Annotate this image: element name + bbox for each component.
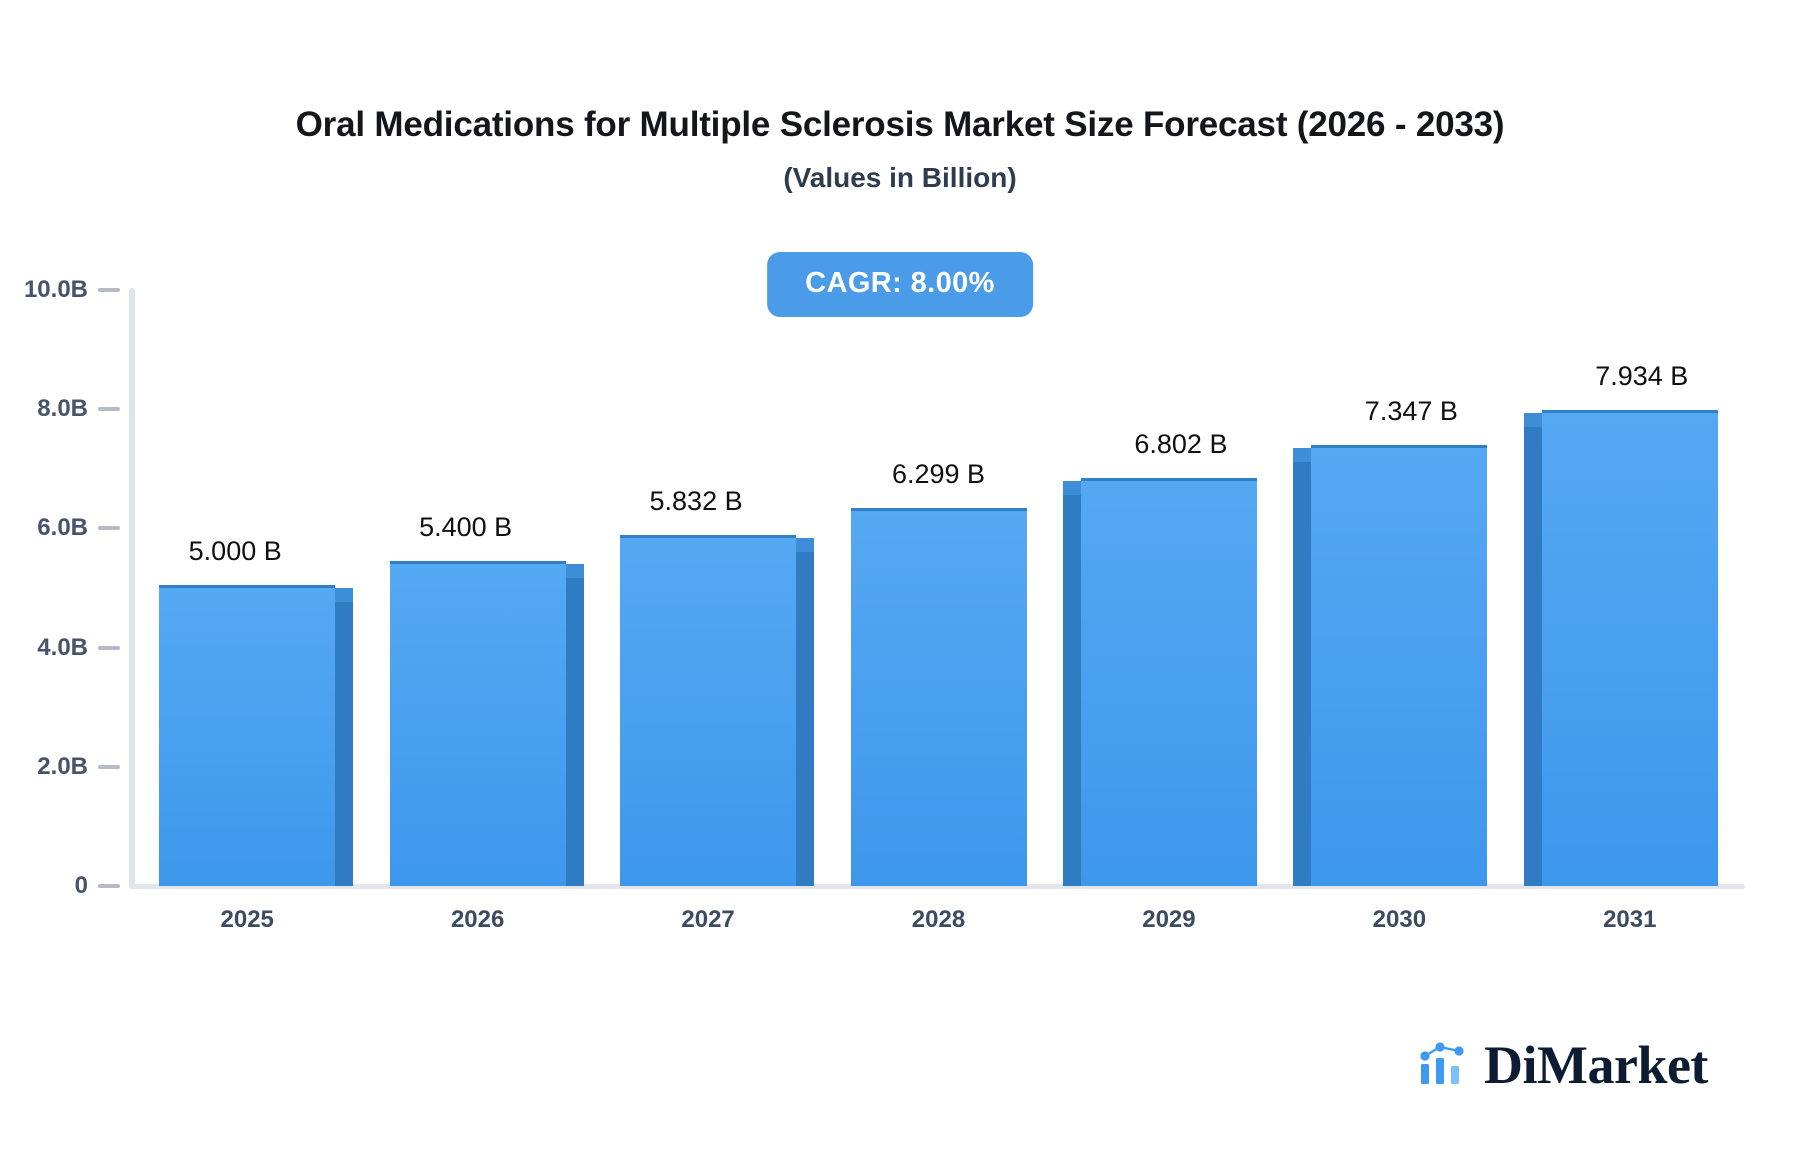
bar[interactable] [159,585,354,886]
bar[interactable] [620,535,815,886]
x-axis-tick-label: 2027 [681,906,735,933]
bar-value-label: 5.832 B [649,486,743,517]
bar-top-face [796,538,815,553]
x-axis-tick-label: 2028 [911,906,966,933]
bar[interactable] [1523,410,1718,886]
bar-top-face [1523,413,1542,428]
bar-front-face [620,535,797,886]
y-axis-tick-mark [98,526,120,531]
x-axis-tick-label: 2030 [1372,906,1427,933]
bar-side-face [1293,455,1312,886]
bar-value-label: 5.400 B [419,512,513,543]
bar-front-face [1311,445,1488,886]
bar-chart-icon [1418,1036,1470,1093]
y-axis-tick-mark [98,407,120,412]
bar-top-face [1293,448,1312,463]
bar[interactable] [1293,445,1488,886]
bar[interactable] [389,561,584,886]
y-axis-tick-mark [98,288,120,292]
bar-side-face [1062,487,1081,886]
chart-subtitle: (Values in Billion) [783,162,1017,194]
bar-value-label: 7.934 B [1595,361,1689,392]
bar-side-face [796,545,815,886]
dimarket-logo: DiMarket [1418,1036,1708,1093]
x-axis-tick-label: 2031 [1603,906,1657,933]
bar-front-face [159,585,336,886]
y-axis-tick-mark [98,884,120,888]
chart-header: Oral Medications for Multiple Sclerosis … [0,0,1800,194]
bar-front-face [1541,410,1718,886]
y-axis-tick-label: 10.0B [23,276,88,303]
chart-title: Oral Medications for Multiple Sclerosis … [295,105,1505,144]
bar-front-face [1080,477,1257,886]
bar[interactable] [850,507,1027,886]
y-axis-tick-label: 0 [74,872,88,899]
bar[interactable] [1062,477,1257,886]
y-axis-tick-mark [98,645,120,650]
y-axis-line [129,288,135,888]
x-axis-line [129,884,1745,889]
bar-value-label: 5.000 B [188,536,282,566]
y-axis-tick-label: 8.0B [37,395,88,423]
logo-text: DiMarket [1484,1034,1708,1095]
bar-value-label: 6.802 B [1134,428,1228,459]
bar-value-label: 7.347 B [1364,396,1458,427]
bar-side-face [565,571,584,886]
cagr-badge: CAGR: 8.00% [767,252,1033,317]
bar-front-face [850,507,1027,886]
y-axis-tick-label: 4.0B [37,633,88,661]
bar-value-label: 6.299 B [891,458,986,489]
bar-front-face [389,561,566,886]
bar-top-face [565,564,584,579]
y-axis-tick-label: 2.0B [37,752,88,780]
bar-side-face [1523,420,1542,886]
bar-top-face [335,588,354,602]
x-axis-tick-label: 2029 [1142,906,1196,933]
y-axis-tick-label: 6.0B [37,514,88,542]
x-axis-tick-label: 2026 [450,906,505,933]
y-axis-tick-mark [98,764,120,769]
bar-side-face [335,595,354,886]
bar-top-face [1062,480,1081,495]
x-axis-tick-label: 2025 [220,906,274,933]
